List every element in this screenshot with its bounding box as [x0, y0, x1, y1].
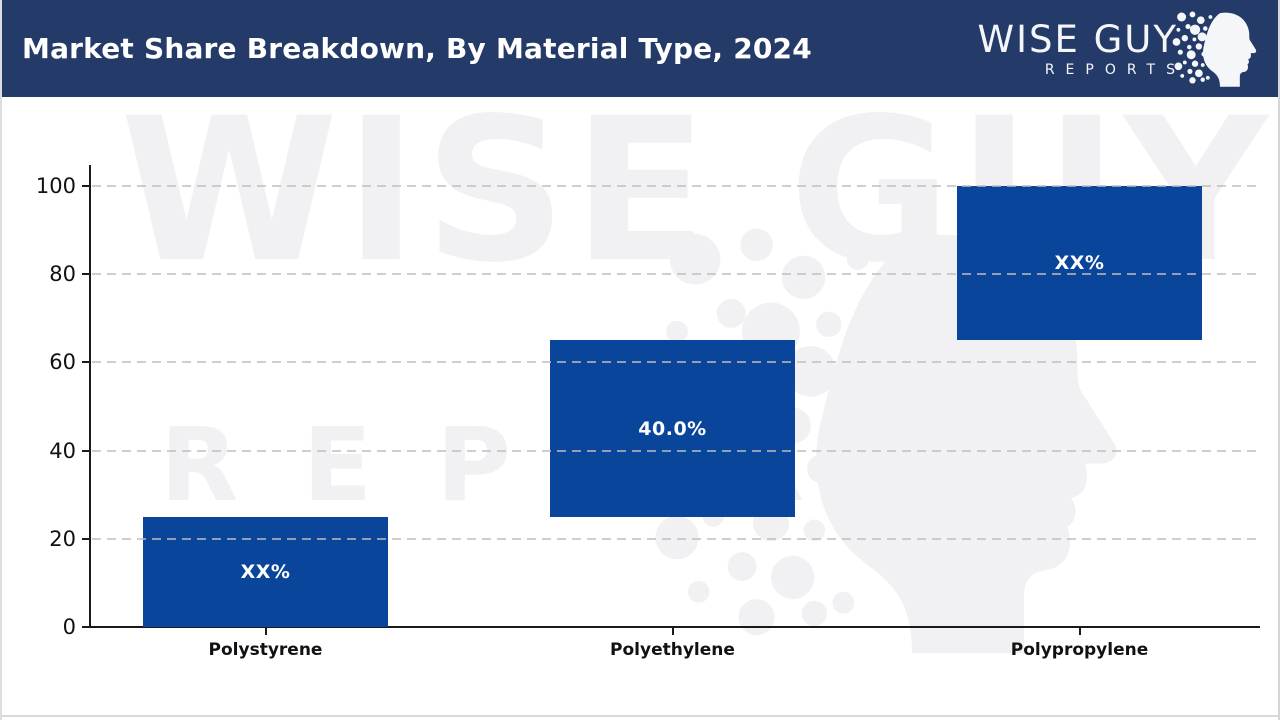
bar-value-label: 40.0% — [638, 417, 707, 440]
x-tick-label-0: Polystyrene — [208, 640, 323, 660]
bar-value-label: XX% — [240, 560, 291, 583]
y-tick-20 — [82, 537, 89, 540]
y-axis-spine — [89, 165, 91, 628]
logo-text: WISE GUY REPORTS — [978, 21, 1178, 77]
y-tick-label-100: 100 — [35, 174, 76, 198]
y-tick-100 — [82, 185, 89, 187]
bar-polyethylene: 40.0% — [550, 340, 795, 517]
gridline-100 — [92, 185, 1260, 187]
gridline-60 — [92, 361, 1260, 364]
gridline-80 — [92, 273, 1260, 276]
x-tick-1 — [671, 628, 674, 635]
x-tick-2 — [1078, 628, 1081, 635]
wiseguy-logo: WISE GUY REPORTS — [978, 0, 1268, 97]
bar-value-label: XX% — [1054, 252, 1105, 275]
x-tick-label-2: Polypropylene — [1010, 640, 1149, 660]
header: Market Share Breakdown, By Material Type… — [2, 0, 1278, 97]
logo-subtitle: REPORTS — [1044, 61, 1186, 78]
y-tick-label-40: 40 — [49, 438, 76, 463]
y-tick-40 — [82, 449, 89, 452]
gridline-40 — [92, 449, 1260, 452]
y-tick-0 — [82, 626, 89, 628]
bottom-divider — [2, 715, 1278, 717]
y-tick-label-60: 60 — [49, 350, 76, 375]
bar-polypropylene: XX% — [957, 186, 1202, 341]
bar-polystyrene: XX% — [143, 516, 388, 627]
x-tick-0 — [264, 628, 267, 635]
x-axis-spine — [88, 626, 1260, 628]
logo-wordmark: WISE GUY — [977, 17, 1178, 61]
y-tick-60 — [82, 361, 89, 364]
y-tick-label-80: 80 — [49, 262, 76, 287]
gridline-20 — [92, 537, 1260, 540]
dotted-head-icon — [1172, 11, 1257, 87]
x-tick-label-1: Polyethylene — [610, 640, 735, 660]
y-tick-label-20: 20 — [49, 526, 76, 551]
y-tick-label-0: 0 — [62, 615, 76, 639]
y-tick-80 — [82, 273, 89, 276]
page-title: Market Share Breakdown, By Material Type… — [22, 32, 812, 65]
